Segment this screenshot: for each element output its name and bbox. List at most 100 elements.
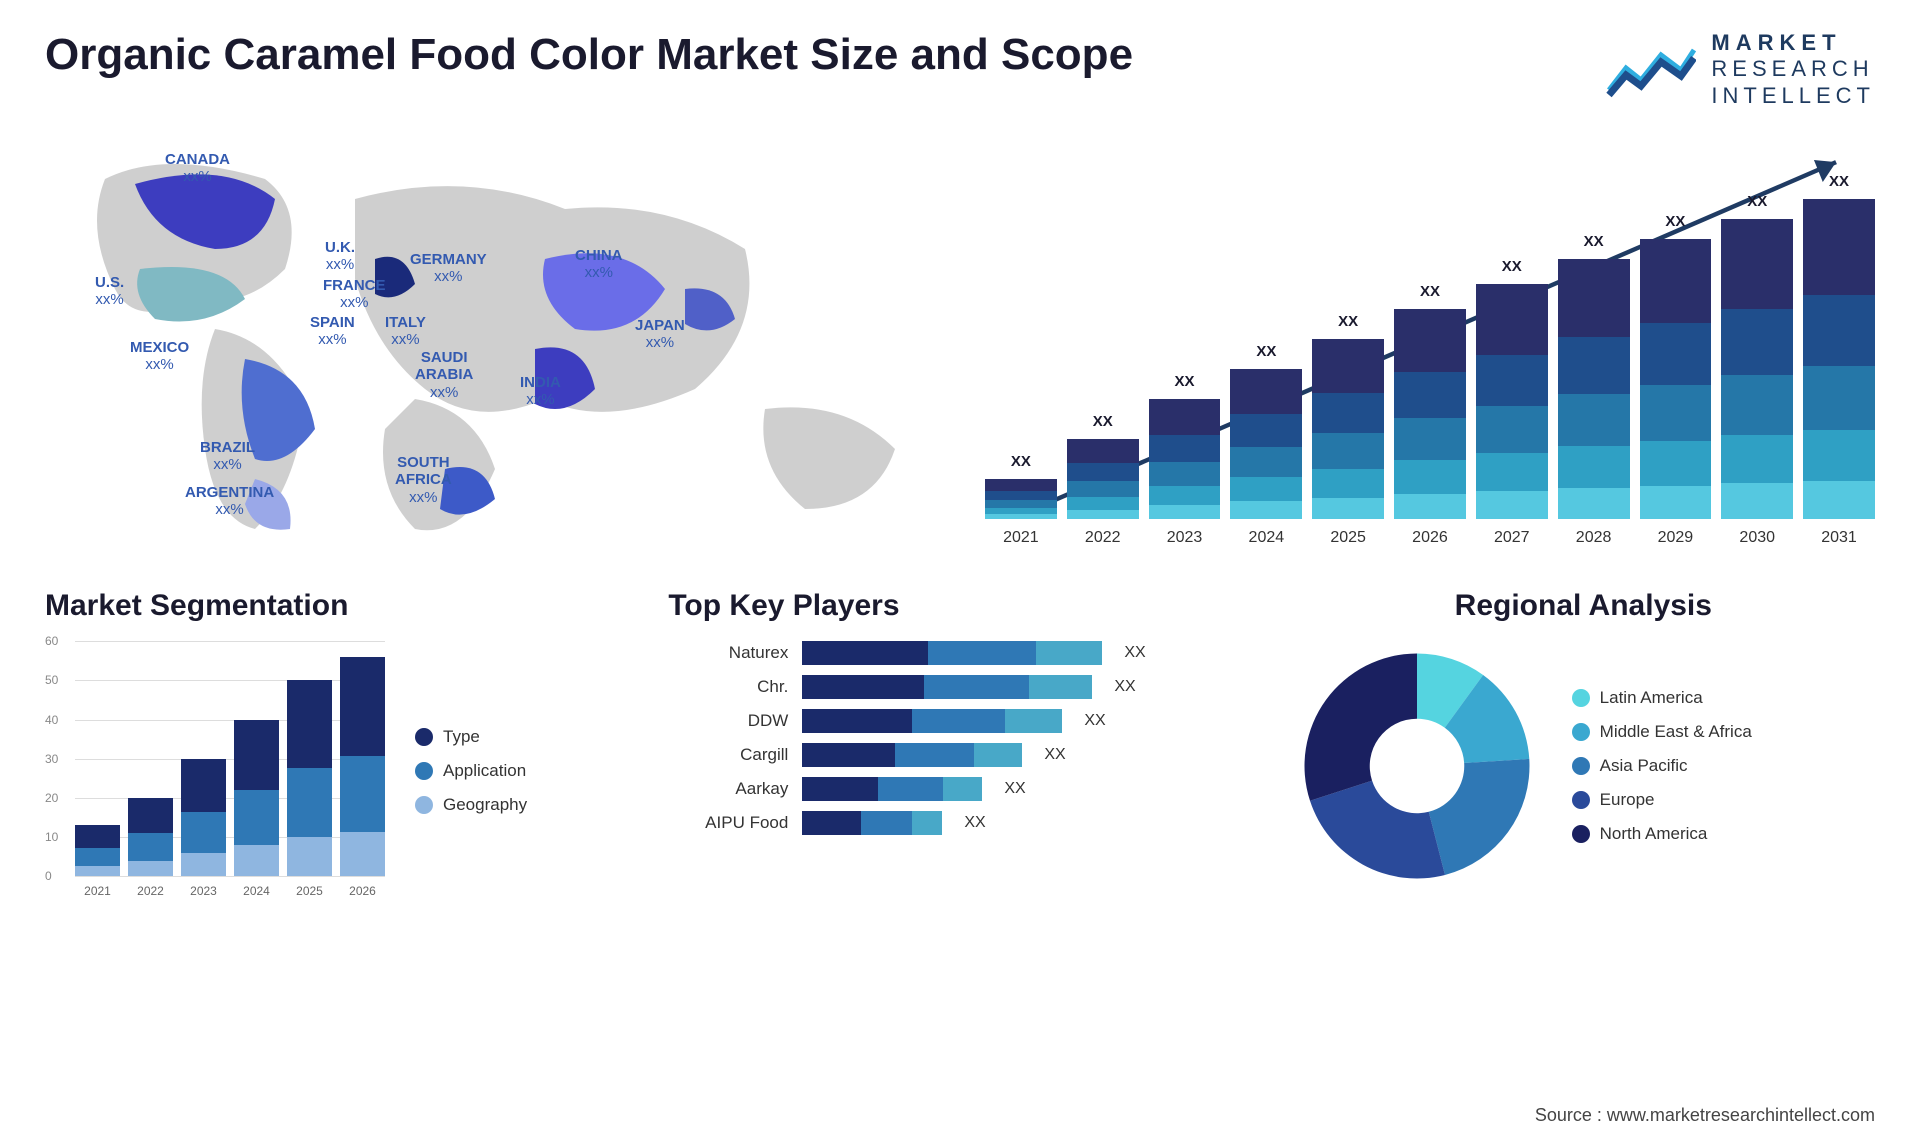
player-value: XX: [1004, 780, 1025, 798]
legend-label: Geography: [443, 795, 527, 815]
logo-text: MARKET RESEARCH INTELLECT: [1711, 30, 1875, 109]
seg-ytick: 40: [45, 713, 58, 727]
player-name: Naturex: [668, 643, 788, 663]
players-title: Top Key Players: [668, 589, 1251, 623]
map-label: ITALYxx%: [385, 314, 426, 349]
legend-item: North America: [1572, 824, 1752, 844]
growth-bar-value: XX: [985, 453, 1057, 470]
seg-ytick: 10: [45, 830, 58, 844]
segmentation-bar-year: 2025: [287, 884, 332, 898]
legend-item: Latin America: [1572, 688, 1752, 708]
segmentation-legend: Type Application Geography: [415, 641, 527, 901]
player-bar: [802, 777, 982, 801]
page-title: Organic Caramel Food Color Market Size a…: [45, 30, 1133, 80]
growth-bar-value: XX: [1803, 173, 1875, 190]
map-label: GERMANYxx%: [410, 251, 487, 286]
map-label: SOUTHAFRICAxx%: [395, 454, 452, 506]
growth-bar: XX2022: [1067, 439, 1139, 519]
player-name: Chr.: [668, 677, 788, 697]
seg-ytick: 30: [45, 752, 58, 766]
map-label: U.S.xx%: [95, 274, 124, 309]
growth-bar-value: XX: [1721, 193, 1793, 210]
map-label: JAPANxx%: [635, 317, 685, 352]
growth-bar-value: XX: [1230, 343, 1302, 360]
seg-ytick: 60: [45, 634, 58, 648]
bottom-row: Market Segmentation 0102030405060 202120…: [45, 589, 1875, 901]
logo-line3: INTELLECT: [1711, 83, 1875, 109]
legend-label: Application: [443, 761, 526, 781]
seg-ytick: 20: [45, 791, 58, 805]
map-label: SAUDIARABIAxx%: [415, 349, 473, 401]
player-name: AIPU Food: [668, 813, 788, 833]
segmentation-bar-year: 2023: [181, 884, 226, 898]
regional-donut: [1292, 641, 1542, 891]
growth-bar: XX2023: [1149, 399, 1221, 519]
player-row: DDWXX: [668, 709, 1251, 733]
growth-bar-year: 2031: [1803, 529, 1875, 547]
legend-swatch: [1572, 791, 1590, 809]
map-label: BRAZILxx%: [200, 439, 255, 474]
legend-swatch: [1572, 689, 1590, 707]
player-name: Cargill: [668, 745, 788, 765]
growth-bar-year: 2027: [1476, 529, 1548, 547]
legend-item: Europe: [1572, 790, 1752, 810]
growth-bar-year: 2022: [1067, 529, 1139, 547]
growth-bar: XX2024: [1230, 369, 1302, 519]
growth-bar-year: 2024: [1230, 529, 1302, 547]
top-row: CANADAxx% U.S.xx% MEXICOxx% BRAZILxx% ARGENT…: [45, 129, 1875, 549]
legend-swatch: [415, 796, 433, 814]
donut-slice: [1310, 781, 1445, 879]
legend-swatch: [415, 762, 433, 780]
segmentation-bar: 2025: [287, 680, 332, 876]
growth-chart: XX2021XX2022XX2023XX2024XX2025XX2026XX20…: [985, 129, 1875, 549]
legend-item: Type: [415, 727, 527, 747]
world-map: CANADAxx% U.S.xx% MEXICOxx% BRAZILxx% ARGENT…: [45, 129, 945, 549]
map-label: INDIAxx%: [520, 374, 561, 409]
legend-label: Latin America: [1600, 688, 1703, 708]
player-value: XX: [1084, 712, 1105, 730]
player-value: XX: [1044, 746, 1065, 764]
player-bar: [802, 811, 942, 835]
growth-bar-year: 2021: [985, 529, 1057, 547]
seg-ytick: 50: [45, 673, 58, 687]
logo-line1: MARKET: [1711, 30, 1875, 56]
growth-bar: XX2026: [1394, 309, 1466, 519]
map-label: CANADAxx%: [165, 151, 230, 186]
segmentation-bar: 2021: [75, 825, 120, 876]
segmentation-bar: 2024: [234, 720, 279, 877]
player-name: Aarkay: [668, 779, 788, 799]
logo-line2: RESEARCH: [1711, 56, 1875, 82]
players-chart: NaturexXXChr.XXDDWXXCargillXXAarkayXXAIP…: [668, 641, 1251, 835]
growth-bar: XX2031: [1803, 199, 1875, 519]
player-row: Naturex XX: [668, 641, 1251, 665]
growth-bar: XX2025: [1312, 339, 1384, 519]
growth-bar-year: 2026: [1394, 529, 1466, 547]
segmentation-bar-year: 2024: [234, 884, 279, 898]
players-section: Top Key Players NaturexXXChr.XXDDWXXCarg…: [668, 589, 1251, 901]
legend-item: Geography: [415, 795, 527, 815]
growth-bar: XX2028: [1558, 259, 1630, 519]
player-row: AIPU FoodXX: [668, 811, 1251, 835]
map-label: ARGENTINAxx%: [185, 484, 274, 519]
segmentation-bar-year: 2021: [75, 884, 120, 898]
regional-section: Regional Analysis Latin AmericaMiddle Ea…: [1292, 589, 1875, 901]
segmentation-bar-year: 2026: [340, 884, 385, 898]
legend-label: Type: [443, 727, 480, 747]
legend-item: Application: [415, 761, 527, 781]
brand-logo: MARKET RESEARCH INTELLECT: [1606, 30, 1875, 109]
player-value: XX: [1124, 644, 1145, 662]
donut-slice: [1428, 759, 1529, 875]
legend-swatch: [415, 728, 433, 746]
segmentation-section: Market Segmentation 0102030405060 202120…: [45, 589, 628, 901]
legend-label: Asia Pacific: [1600, 756, 1688, 776]
donut-slice: [1304, 654, 1417, 801]
regional-title: Regional Analysis: [1292, 589, 1875, 623]
growth-bar: XX2030: [1721, 219, 1793, 519]
segmentation-chart: 0102030405060 202120222023202420252026: [45, 641, 385, 901]
player-bar: [802, 743, 1022, 767]
player-bar: [802, 641, 1102, 665]
map-label: MEXICOxx%: [130, 339, 189, 374]
legend-label: North America: [1600, 824, 1708, 844]
seg-ytick: 0: [45, 869, 52, 883]
growth-bar-year: 2023: [1149, 529, 1221, 547]
